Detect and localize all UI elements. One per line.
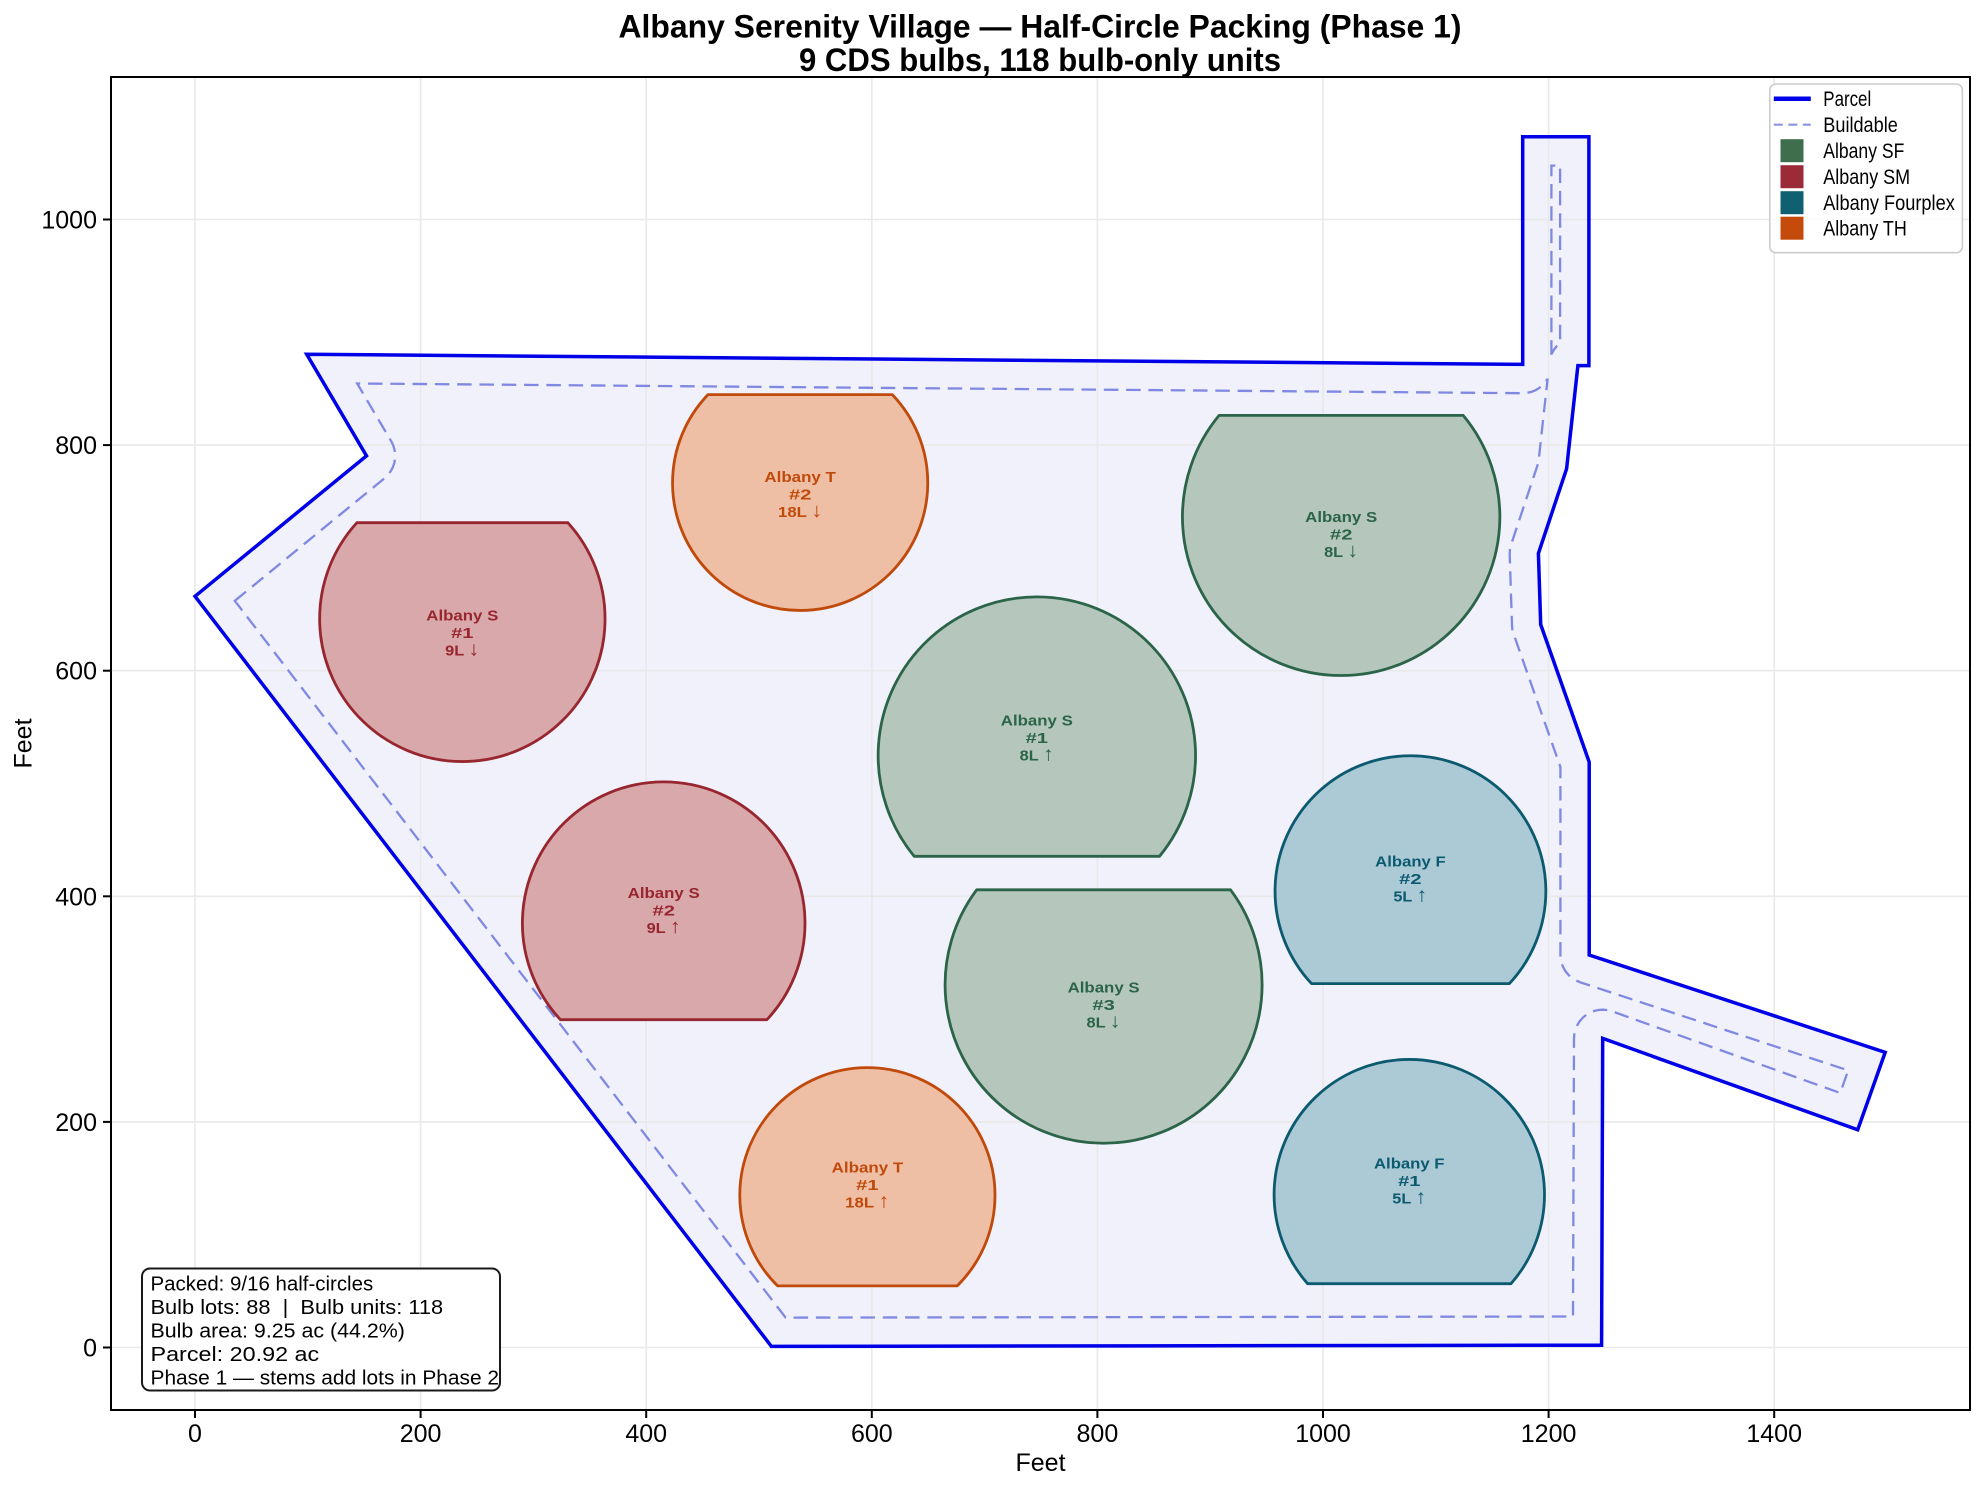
svg-text:1400: 1400 [1746,1420,1802,1448]
svg-text:0: 0 [83,1335,97,1363]
svg-text:1000: 1000 [41,207,97,235]
svg-text:Albany S: Albany S [1305,509,1377,526]
svg-text:Albany S: Albany S [426,607,498,624]
svg-text:400: 400 [625,1420,667,1448]
svg-text:Bulb area: 9.25 ac (44.2%): Bulb area: 9.25 ac (44.2%) [151,1320,405,1342]
svg-text:600: 600 [55,658,97,686]
svg-text:Albany TH: Albany TH [1823,218,1907,241]
svg-text:18L ↓: 18L ↓ [778,500,822,522]
svg-text:800: 800 [1077,1420,1119,1448]
svg-text:#1: #1 [451,625,473,642]
svg-text:18L ↑: 18L ↑ [845,1191,889,1213]
svg-text:Feet: Feet [1015,1449,1065,1477]
svg-text:Albany T: Albany T [832,1160,904,1177]
svg-text:Buildable: Buildable [1823,114,1898,137]
svg-text:1000: 1000 [1295,1420,1351,1448]
svg-text:Albany SM: Albany SM [1823,166,1910,189]
svg-text:Albany F: Albany F [1375,854,1446,871]
svg-text:8L ↓: 8L ↓ [1087,1011,1121,1033]
svg-text:Albany S: Albany S [628,885,700,902]
svg-text:800: 800 [55,432,97,460]
svg-text:#2: #2 [1330,527,1352,544]
svg-text:8L ↓: 8L ↓ [1324,540,1358,562]
svg-text:Parcel: 20.92 ac: Parcel: 20.92 ac [151,1344,320,1366]
svg-text:5L ↑: 5L ↑ [1392,1187,1426,1209]
svg-text:#2: #2 [1399,871,1421,888]
svg-text:Parcel: Parcel [1823,88,1871,111]
svg-text:9 CDS bulbs, 118 bulb-only uni: 9 CDS bulbs, 118 bulb-only units [799,42,1281,78]
svg-text:Albany F: Albany F [1374,1156,1445,1173]
svg-text:#1: #1 [1026,730,1048,747]
svg-text:Phase 1 — stems add lots in Ph: Phase 1 — stems add lots in Phase 2 [151,1367,500,1389]
svg-text:600: 600 [851,1420,893,1448]
svg-text:Packed: 9/16 half-circles: Packed: 9/16 half-circles [151,1273,374,1295]
svg-text:Albany SF: Albany SF [1823,140,1904,163]
svg-text:0: 0 [188,1420,202,1448]
svg-text:Albany S: Albany S [1001,713,1073,730]
svg-text:Bulb lots: 88 | Bulb units:: Bulb lots: 88 | Bulb units: 118 [151,1297,444,1319]
svg-text:#2: #2 [653,902,675,919]
svg-text:200: 200 [400,1420,442,1448]
svg-text:5L ↑: 5L ↑ [1393,885,1427,907]
svg-text:#1: #1 [1398,1173,1420,1190]
svg-text:200: 200 [55,1109,97,1137]
svg-text:Albany Fourplex: Albany Fourplex [1823,192,1955,215]
svg-text:#3: #3 [1092,997,1114,1014]
svg-text:Albany T: Albany T [764,469,836,486]
svg-text:400: 400 [55,883,97,911]
svg-text:Albany S: Albany S [1068,980,1140,997]
svg-text:1200: 1200 [1521,1420,1577,1448]
svg-text:9L ↑: 9L ↑ [647,916,681,938]
svg-text:8L ↑: 8L ↑ [1020,744,1054,766]
svg-text:9L ↓: 9L ↓ [445,638,479,660]
svg-text:Albany Serenity Village — Half: Albany Serenity Village — Half-Circle Pa… [619,9,1462,45]
svg-text:#1: #1 [856,1177,878,1194]
svg-text:#2: #2 [789,486,811,503]
svg-text:Feet: Feet [10,718,38,768]
